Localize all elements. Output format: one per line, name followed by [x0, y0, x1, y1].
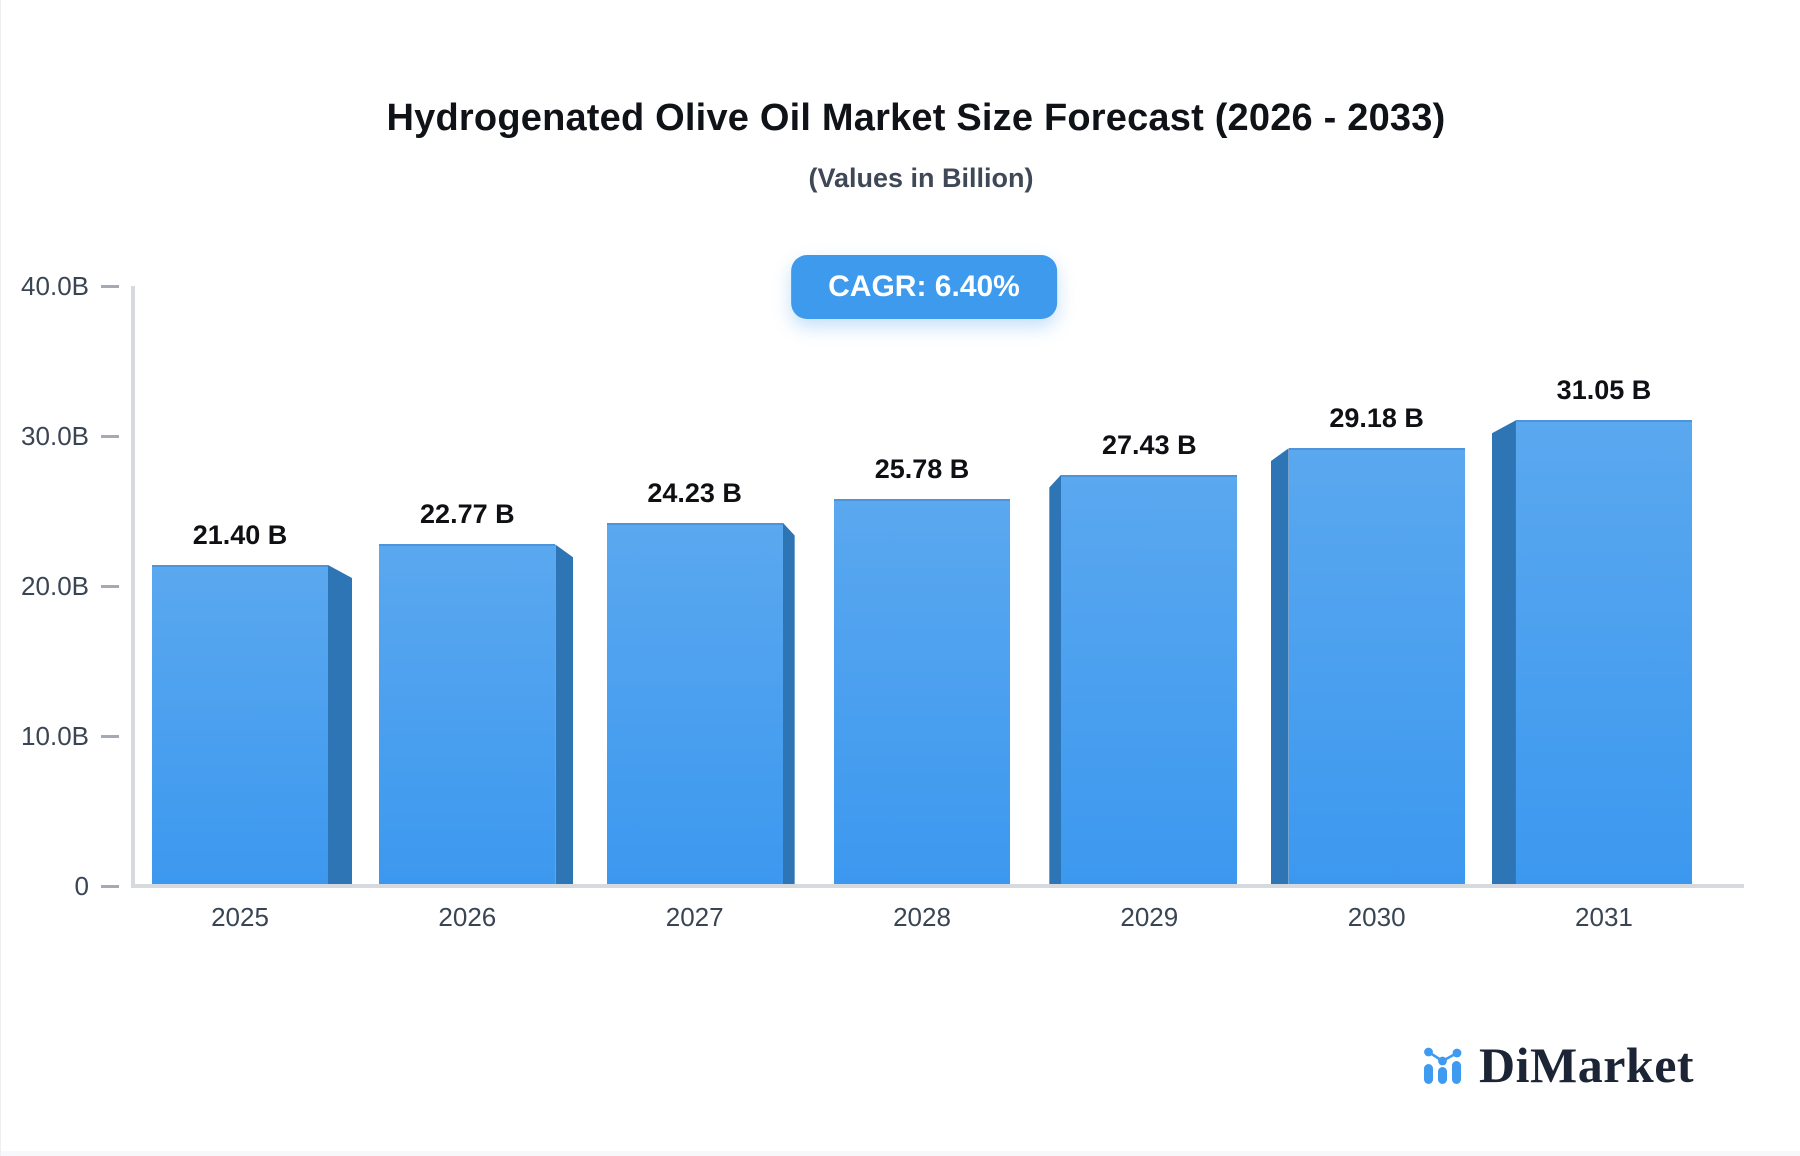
brand-logo-icon: [1424, 1047, 1462, 1084]
x-axis-label: 2027: [665, 902, 724, 932]
bar-2031: [1515, 420, 1692, 886]
bar-2027: [606, 522, 783, 886]
x-axis-label: 2031: [1575, 902, 1633, 932]
bar-value-label: 24.23 B: [647, 477, 742, 508]
bar-value-label: 29.18 B: [1329, 403, 1424, 434]
bar-2025: [152, 565, 328, 886]
bar-side-2027: [782, 522, 795, 886]
page-bottom-edge: [1, 1151, 1800, 1156]
chart-subtitle: (Values in Billion): [808, 163, 1034, 193]
y-tick-dash: [101, 735, 119, 738]
y-tick-dash: [101, 885, 119, 888]
y-tick-dash: [101, 285, 119, 288]
x-axis-label: 2029: [1120, 902, 1179, 932]
bar-value-label: 21.40 B: [192, 520, 288, 550]
y-tick-label: 30.0B: [21, 421, 89, 451]
y-tick-dash: [101, 585, 119, 588]
cagr-badge: CAGR: 6.40%: [791, 255, 1057, 319]
y-tick-dash: [101, 435, 119, 438]
bar-side-2025: [328, 565, 352, 886]
y-axis-line: [131, 286, 135, 888]
x-axis-label: 2025: [211, 902, 269, 932]
x-axis-label: 2028: [893, 902, 951, 932]
brand-logo: DiMarket: [1422, 1037, 1695, 1093]
bar-side-2031: [1491, 420, 1516, 886]
bar-side-2030: [1270, 448, 1289, 886]
y-tick-label: 10.0B: [21, 721, 89, 751]
bar-value-label: 27.43 B: [1102, 429, 1197, 460]
bar-2030: [1288, 448, 1465, 886]
brand-logo-text: DiMarket: [1479, 1037, 1695, 1093]
bar-2026: [379, 544, 556, 886]
y-tick-label: 20.0B: [21, 571, 89, 601]
x-axis-label: 2026: [438, 902, 497, 932]
bar-value-label: 22.77 B: [420, 499, 515, 530]
y-tick-label: 40.0B: [21, 271, 89, 301]
bar-2028: [833, 499, 1010, 886]
x-axis-line: [131, 884, 1744, 888]
y-tick-label: 0: [74, 871, 89, 901]
bar-value-label: 25.78 B: [874, 454, 970, 485]
bar-side-2029: [1049, 474, 1062, 886]
chart-title: Hydrogenated Olive Oil Market Size Forec…: [386, 97, 1446, 139]
bar-2029: [1061, 474, 1238, 886]
bar-side-2026: [555, 544, 574, 886]
x-axis-label: 2030: [1347, 902, 1406, 932]
bar-value-label: 31.05 B: [1556, 375, 1652, 406]
